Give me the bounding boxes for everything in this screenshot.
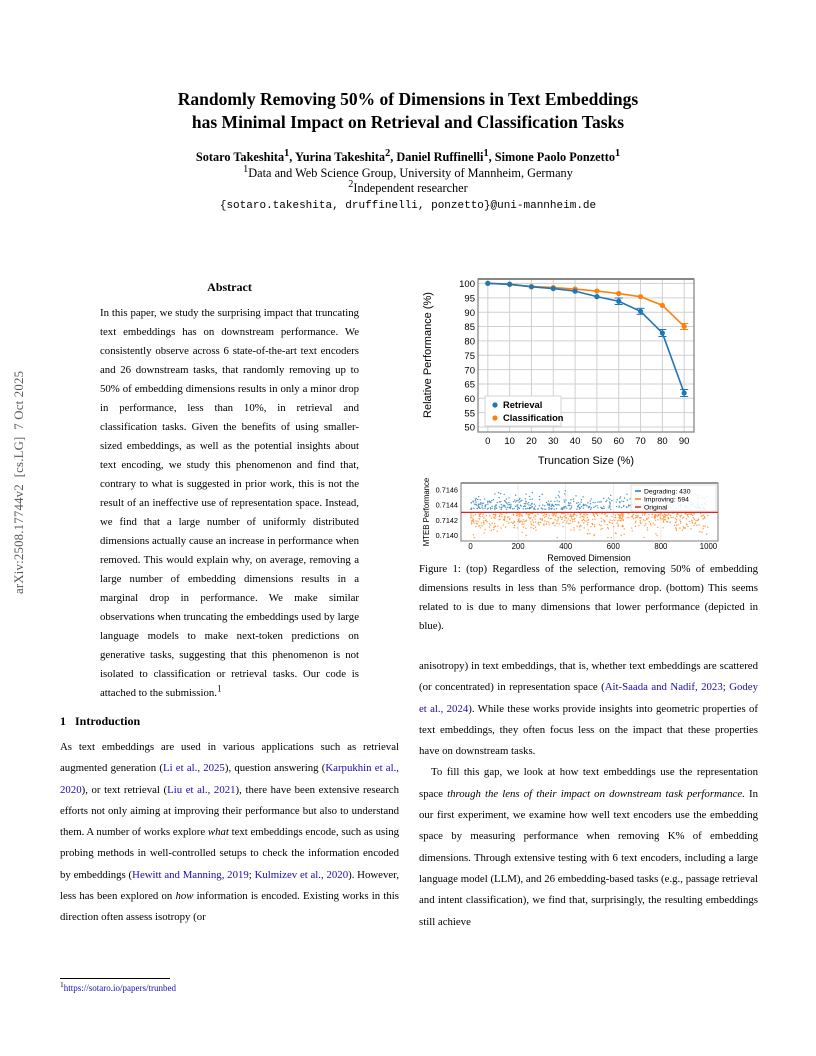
svg-text:1000: 1000	[700, 542, 718, 551]
svg-text:70: 70	[635, 436, 646, 447]
svg-text:800: 800	[654, 542, 668, 551]
svg-text:75: 75	[464, 351, 475, 362]
svg-text:Removed Dimension: Removed Dimension	[547, 553, 631, 563]
svg-text:60: 60	[464, 394, 475, 405]
svg-text:400: 400	[559, 542, 573, 551]
svg-text:Original: Original	[644, 505, 668, 512]
svg-text:20: 20	[526, 436, 537, 447]
svg-text:200: 200	[512, 542, 526, 551]
svg-text:0.7144: 0.7144	[436, 501, 458, 510]
svg-text:85: 85	[464, 322, 475, 333]
svg-text:65: 65	[464, 380, 475, 391]
svg-text:40: 40	[570, 436, 581, 447]
svg-text:55: 55	[464, 408, 475, 419]
svg-text:80: 80	[464, 337, 475, 348]
svg-text:50: 50	[464, 423, 475, 434]
svg-text:100: 100	[459, 279, 475, 290]
svg-text:90: 90	[464, 308, 475, 319]
svg-text:10: 10	[504, 436, 515, 447]
svg-text:90: 90	[679, 436, 690, 447]
svg-text:95: 95	[464, 294, 475, 305]
svg-text:0.7142: 0.7142	[436, 516, 458, 525]
svg-text:Degrading: 430: Degrading: 430	[644, 489, 691, 496]
svg-text:600: 600	[607, 542, 621, 551]
svg-text:0: 0	[468, 542, 473, 551]
svg-text:60: 60	[613, 436, 624, 447]
svg-text:Classification: Classification	[503, 413, 564, 423]
svg-text:Retrieval: Retrieval	[503, 400, 542, 410]
svg-text:Improving: 594: Improving: 594	[644, 497, 689, 504]
svg-text:50: 50	[592, 436, 603, 447]
svg-text:0: 0	[485, 436, 490, 447]
svg-text:0.7146: 0.7146	[436, 486, 458, 495]
svg-text:30: 30	[548, 436, 559, 447]
svg-text:70: 70	[464, 365, 475, 376]
svg-text:MTEB Performance: MTEB Performance	[422, 478, 431, 546]
svg-text:0.7140: 0.7140	[436, 531, 458, 540]
svg-text:80: 80	[657, 436, 668, 447]
svg-text:Relative Performance (%): Relative Performance (%)	[422, 292, 434, 418]
